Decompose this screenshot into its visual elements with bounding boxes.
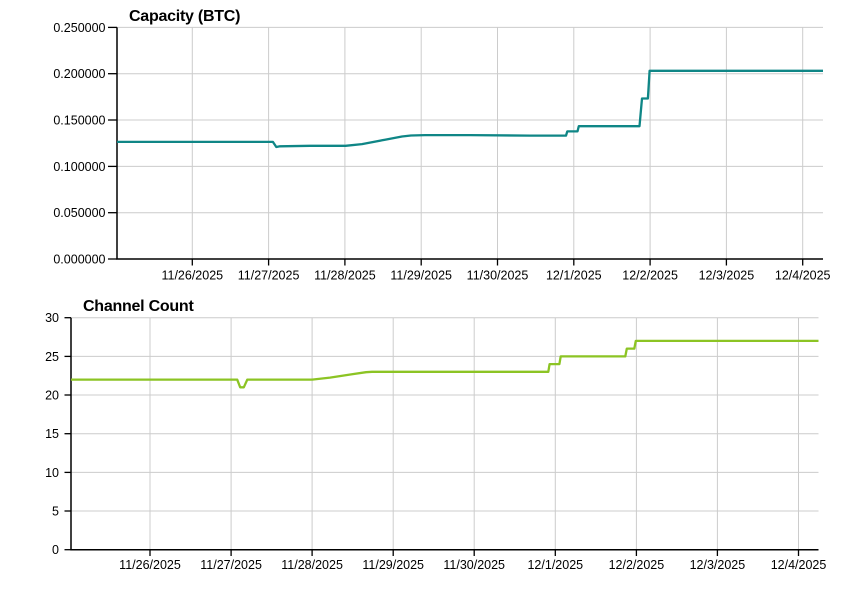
svg-text:12/3/2025: 12/3/2025 xyxy=(690,558,746,572)
svg-text:11/26/2025: 11/26/2025 xyxy=(161,268,223,282)
svg-text:12/1/2025: 12/1/2025 xyxy=(527,558,583,572)
svg-text:12/3/2025: 12/3/2025 xyxy=(699,268,755,282)
svg-text:11/28/2025: 11/28/2025 xyxy=(281,558,343,572)
svg-text:30: 30 xyxy=(45,311,59,325)
svg-text:12/4/2025: 12/4/2025 xyxy=(775,268,831,282)
svg-text:Channel Count: Channel Count xyxy=(83,298,194,315)
svg-text:12/4/2025: 12/4/2025 xyxy=(771,558,827,572)
svg-text:0.150000: 0.150000 xyxy=(53,113,105,127)
svg-text:11/27/2025: 11/27/2025 xyxy=(200,558,262,572)
svg-text:0.250000: 0.250000 xyxy=(53,21,105,35)
svg-text:Capacity (BTC): Capacity (BTC) xyxy=(129,8,240,25)
svg-text:12/1/2025: 12/1/2025 xyxy=(546,268,602,282)
svg-text:12/2/2025: 12/2/2025 xyxy=(622,268,678,282)
svg-text:10: 10 xyxy=(45,466,59,480)
svg-text:0.100000: 0.100000 xyxy=(53,160,105,174)
svg-text:25: 25 xyxy=(45,350,59,364)
svg-text:11/29/2025: 11/29/2025 xyxy=(390,268,452,282)
svg-text:11/26/2025: 11/26/2025 xyxy=(119,558,181,572)
svg-text:12/2/2025: 12/2/2025 xyxy=(609,558,665,572)
svg-text:11/29/2025: 11/29/2025 xyxy=(362,558,424,572)
svg-text:0.000000: 0.000000 xyxy=(53,252,105,266)
svg-text:11/30/2025: 11/30/2025 xyxy=(443,558,505,572)
svg-text:20: 20 xyxy=(45,388,59,402)
svg-text:0.200000: 0.200000 xyxy=(53,67,105,81)
svg-text:11/27/2025: 11/27/2025 xyxy=(238,268,300,282)
svg-text:5: 5 xyxy=(52,504,59,518)
svg-text:0.050000: 0.050000 xyxy=(53,206,105,220)
svg-text:0: 0 xyxy=(52,543,59,557)
svg-text:11/28/2025: 11/28/2025 xyxy=(314,268,376,282)
svg-text:15: 15 xyxy=(45,427,59,441)
svg-text:11/30/2025: 11/30/2025 xyxy=(467,268,529,282)
